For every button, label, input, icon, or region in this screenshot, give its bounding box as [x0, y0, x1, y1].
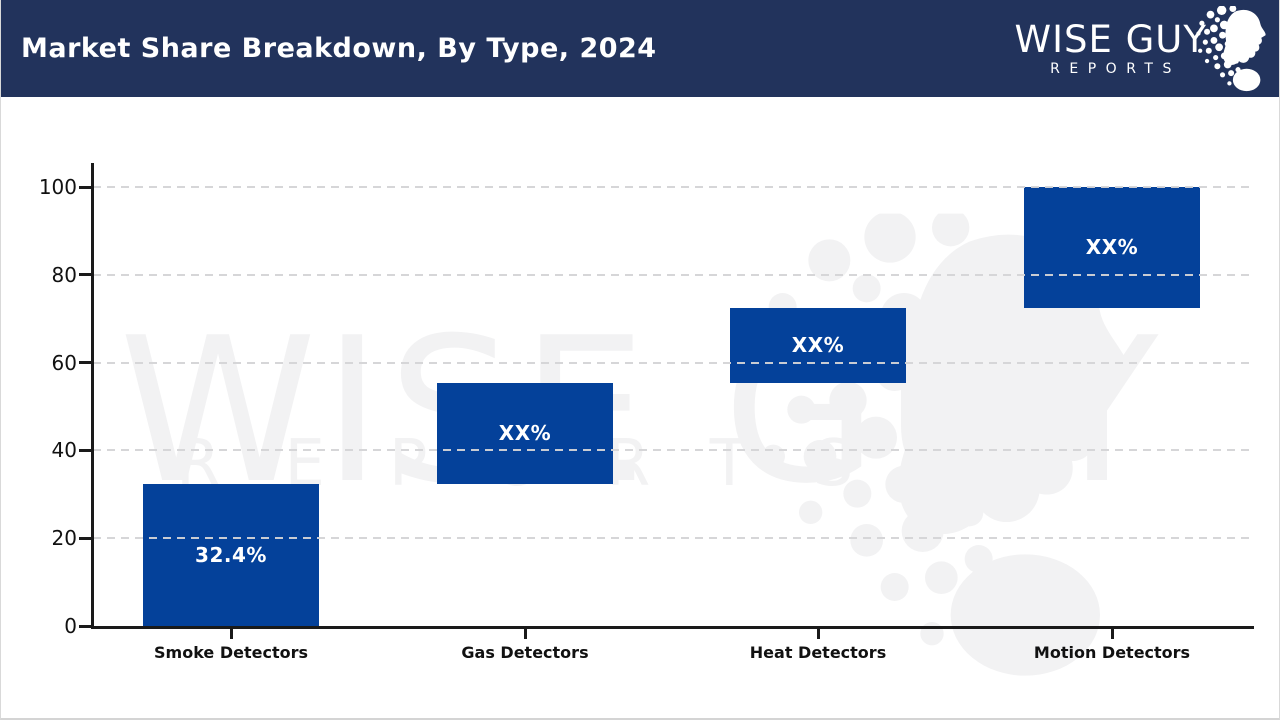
chart-title: Market Share Breakdown, By Type, 2024 — [21, 33, 657, 64]
header: Market Share Breakdown, By Type, 2024 WI… — [1, 0, 1279, 97]
y-tick-mark — [79, 536, 91, 540]
y-tick-mark — [79, 185, 91, 189]
bar-value-label: XX% — [498, 421, 552, 446]
bar-value-label: 32.4% — [195, 542, 267, 567]
y-tick-label: 100 — [38, 175, 77, 199]
x-tick-mark — [1110, 629, 1114, 639]
plot-area: 0 20 40 60 80 100 32.4% Smoke Detectors XX% Gas D… — [39, 163, 1254, 662]
bar-value-label: XX% — [791, 333, 845, 358]
wise-guy-logo: WISE GUY REPORTS — [1015, 4, 1271, 94]
x-axis-line — [91, 626, 1254, 629]
gridline — [93, 186, 1254, 188]
x-category-label: Heat Detectors — [749, 643, 887, 662]
x-category-label: Gas Detectors — [461, 643, 589, 662]
bar-motion-detectors: XX% — [1024, 187, 1200, 308]
y-tick-mark — [79, 448, 91, 452]
bar-value-label: XX% — [1085, 235, 1139, 260]
y-tick-label: 0 — [64, 614, 77, 638]
y-tick-label: 20 — [51, 526, 77, 551]
y-tick-mark — [79, 361, 91, 365]
bar-gas-detectors: XX% — [437, 382, 613, 484]
logo-text: WISE GUY REPORTS — [1014, 18, 1207, 77]
x-tick-mark — [229, 629, 233, 639]
chart-canvas: WISE GUY REPORTS 02040608010032.4%Smoke … — [1, 97, 1279, 718]
gridline — [93, 537, 1254, 540]
y-tick-label: 40 — [51, 438, 77, 463]
logo-wordmark: WISE GUY — [1014, 18, 1207, 62]
y-axis-line — [91, 163, 94, 629]
y-tick-mark — [79, 273, 91, 277]
x-category-label: Motion Detectors — [1033, 643, 1191, 662]
gridline — [93, 449, 1254, 452]
bar-heat-detectors: XX% — [730, 307, 906, 383]
bar-smoke-detectors: 32.4% — [143, 483, 319, 626]
x-category-label: Smoke Detectors — [154, 643, 308, 662]
x-tick-mark — [816, 629, 820, 639]
x-tick-mark — [523, 629, 527, 639]
y-tick-mark — [79, 624, 91, 628]
y-tick-label: 80 — [51, 262, 77, 287]
gridline — [93, 273, 1254, 276]
y-tick-label: 60 — [51, 350, 77, 375]
logo-subtitle: REPORTS — [1050, 60, 1181, 77]
gridline — [93, 361, 1254, 364]
